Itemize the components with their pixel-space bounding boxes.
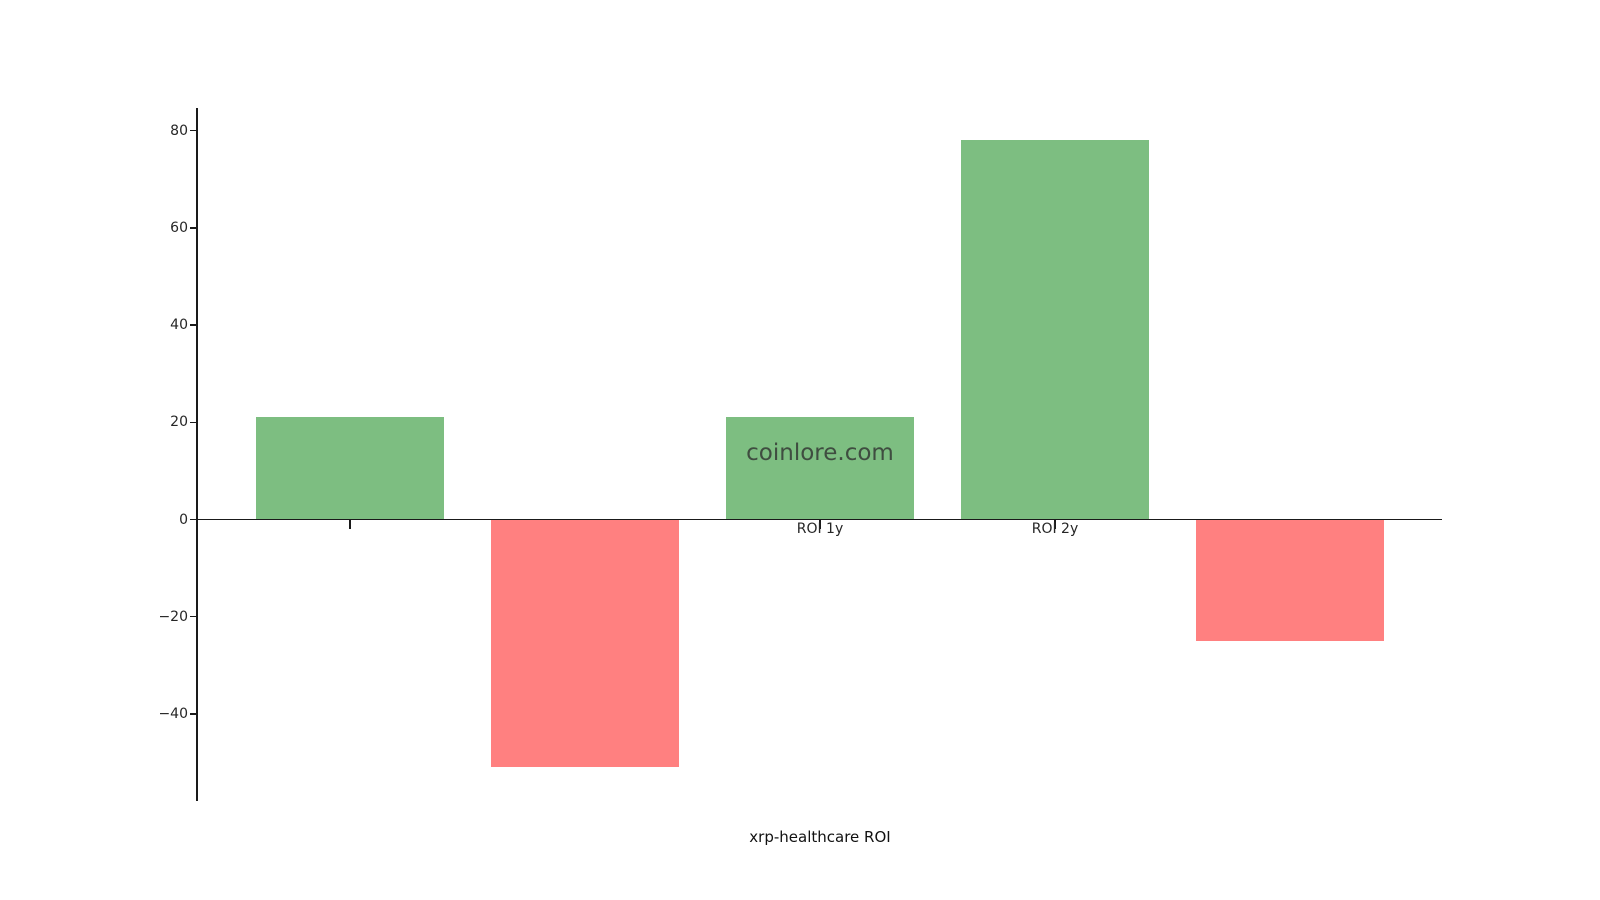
y-tick-mark [190, 615, 197, 618]
bar-4 [1196, 519, 1384, 641]
y-tick-label: 0 [179, 511, 188, 528]
bar-roi-2y [961, 140, 1149, 520]
y-tick-label: 20 [170, 414, 188, 431]
chart-title: xrp-healthcare ROI [749, 828, 891, 846]
y-tick-mark [190, 324, 197, 326]
y-tick-mark [190, 129, 197, 132]
y-tick-mark [190, 713, 197, 715]
x-tick-mark [349, 520, 351, 529]
y-axis-line [196, 108, 198, 801]
x-tick-label-roi-1y: ROI 1y [796, 521, 844, 537]
y-tick-label: 60 [170, 219, 188, 236]
y-tick-label: 80 [170, 122, 188, 139]
y-tick-label: −40 [158, 705, 188, 722]
y-tick-mark [190, 421, 197, 424]
y-tick-mark [190, 227, 197, 229]
x-tick-mark [819, 520, 821, 529]
y-tick-label: −20 [158, 608, 188, 625]
y-tick-label: 40 [170, 317, 188, 334]
y-tick-mark [190, 518, 197, 521]
x-tick-label-roi-2y: ROI 2y [1031, 521, 1079, 537]
bar-roi-1y [726, 417, 914, 520]
bar-0 [256, 417, 444, 520]
watermark-text: coinlore.com [746, 440, 894, 466]
bar-1 [491, 519, 679, 768]
x-axis-line [196, 518, 1442, 521]
x-tick-mark [1054, 520, 1056, 529]
